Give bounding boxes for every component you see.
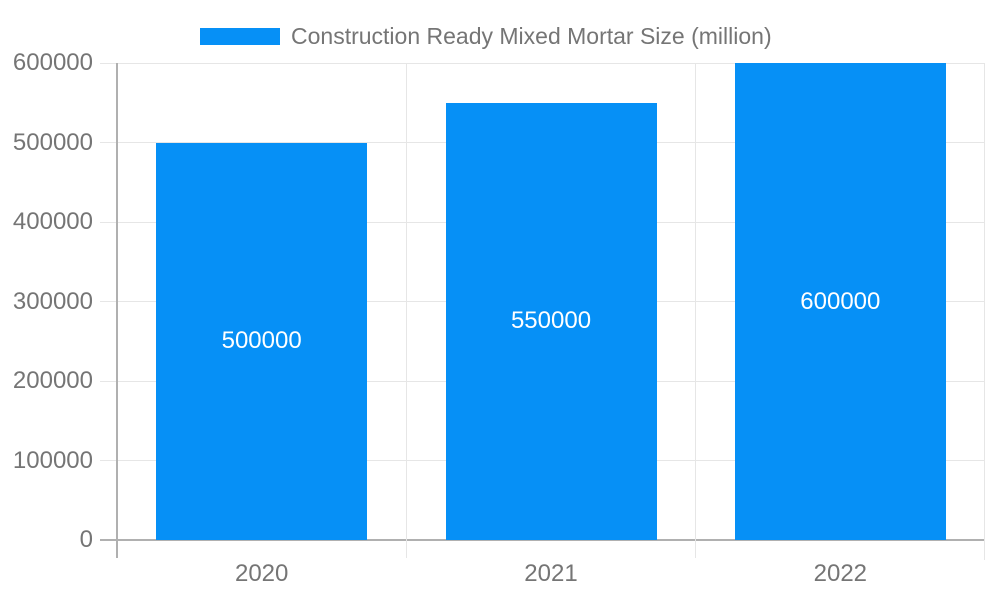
y-axis-tick-label: 400000 — [12, 208, 93, 235]
y-axis-tick-label: 200000 — [12, 367, 93, 394]
legend-label: Construction Ready Mixed Mortar Size (mi… — [291, 22, 772, 49]
y-axis-tick-label: 500000 — [12, 128, 93, 156]
bar[interactable]: 600000 — [734, 63, 946, 540]
category-boundary-line — [405, 63, 407, 558]
x-axis-tick-label: 2022 — [813, 560, 868, 587]
bar[interactable]: 550000 — [445, 102, 657, 540]
x-axis-tick-label: 2020 — [234, 560, 289, 587]
category-boundary-line — [695, 63, 697, 558]
y-axis-tick-label: 0 — [79, 526, 93, 553]
gridline — [100, 62, 985, 64]
legend[interactable]: Construction Ready Mixed Mortar Size (mi… — [200, 23, 772, 49]
legend-swatch-icon — [200, 27, 280, 45]
x-axis-baseline — [100, 539, 985, 541]
bar-value-label: 500000 — [221, 327, 302, 355]
x-axis-tick-label: 2021 — [524, 560, 578, 587]
y-axis-tick-label: 600000 — [12, 49, 93, 76]
y-axis-tick-label: 300000 — [12, 287, 93, 315]
bar-value-label: 550000 — [510, 307, 592, 335]
plot-right-border — [984, 63, 985, 560]
bar[interactable]: 500000 — [156, 142, 368, 540]
y-axis-tick-label: 100000 — [12, 446, 93, 474]
y-axis-line — [116, 63, 118, 558]
bar-value-label: 600000 — [800, 287, 881, 315]
